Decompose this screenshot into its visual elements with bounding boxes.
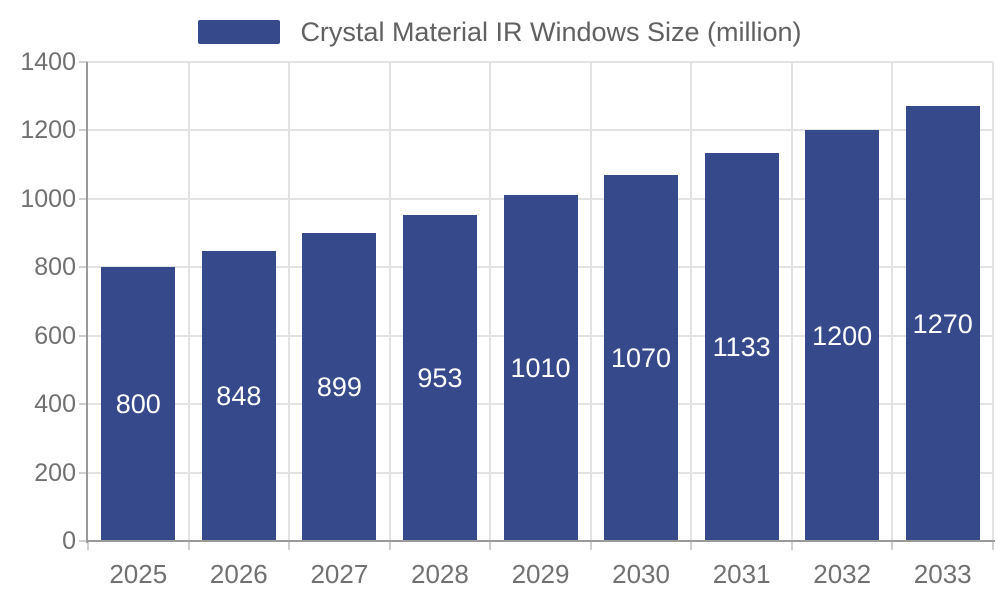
legend-swatch-icon (198, 20, 281, 44)
bar-value-label: 800 (115, 389, 161, 420)
y-axis-tick (79, 129, 88, 132)
legend: Crystal Material IR Windows Size (millio… (0, 14, 1000, 50)
bar-2030[interactable] (604, 174, 679, 541)
x-axis-tick (388, 541, 391, 550)
y-axis-tick (79, 471, 88, 474)
bar-2026[interactable] (201, 250, 276, 541)
x-axis-label: 2032 (813, 559, 872, 589)
x-axis-label: 2030 (612, 559, 670, 589)
v-gridline (690, 62, 693, 541)
bar-2032[interactable] (805, 130, 880, 541)
y-axis-label: 0 (62, 527, 76, 555)
y-axis-label: 400 (34, 390, 76, 419)
x-axis-tick (87, 541, 89, 550)
bar-value-label: 899 (316, 372, 362, 403)
x-axis-label: 2033 (913, 559, 972, 589)
y-axis-label: 1200 (20, 116, 76, 145)
h-gridline (88, 61, 993, 63)
y-axis-label: 200 (34, 458, 76, 487)
x-axis-label: 2025 (109, 559, 168, 589)
x-axis-label: 2027 (310, 559, 369, 589)
bar-2027[interactable] (302, 233, 377, 541)
y-axis-tick (79, 403, 88, 406)
bar-2033[interactable] (905, 106, 980, 541)
x-axis-tick (589, 541, 592, 550)
bar-value-label: 953 (417, 362, 463, 393)
v-gridline (187, 62, 190, 541)
x-axis-tick (489, 541, 492, 550)
x-axis-tick (992, 541, 994, 550)
bar-value-label: 848 (216, 380, 262, 411)
v-gridline (790, 62, 793, 541)
x-axis-line (86, 540, 995, 542)
h-gridline (88, 129, 993, 132)
x-axis-label: 2028 (411, 559, 469, 589)
legend-item[interactable]: Crystal Material IR Windows Size (millio… (198, 16, 802, 48)
bar-2025[interactable] (101, 267, 176, 541)
y-axis-label: 800 (34, 253, 76, 282)
y-axis-tick (79, 540, 88, 542)
v-gridline (388, 62, 391, 541)
bar-2028[interactable] (402, 214, 477, 541)
bar-value-label: 1010 (510, 353, 571, 384)
y-axis-tick (79, 334, 88, 337)
y-axis-tick (79, 61, 88, 63)
x-axis-tick (891, 541, 894, 550)
y-axis-label: 600 (34, 321, 76, 350)
bar-value-label: 1133 (712, 332, 771, 363)
bar-2029[interactable] (503, 195, 578, 541)
legend-label: Crystal Material IR Windows Size (millio… (300, 16, 802, 47)
bar-value-label: 1070 (611, 342, 672, 373)
y-axis-label: 1400 (20, 48, 76, 76)
v-gridline (992, 62, 994, 541)
bar-2031[interactable] (704, 153, 779, 541)
v-gridline (288, 62, 291, 541)
y-axis-label: 1000 (20, 184, 76, 213)
y-axis-tick (79, 197, 88, 200)
bar-value-label: 1270 (912, 308, 973, 339)
v-gridline (589, 62, 592, 541)
x-axis-tick (790, 541, 793, 550)
x-axis-label: 2031 (712, 559, 771, 589)
x-axis-label: 2026 (209, 559, 268, 589)
y-axis-line (86, 62, 88, 543)
x-axis-label: 2029 (511, 559, 570, 589)
x-axis-tick (187, 541, 190, 550)
x-axis-tick (288, 541, 291, 550)
y-axis-tick (79, 266, 88, 269)
x-axis-tick (690, 541, 693, 550)
v-gridline (489, 62, 492, 541)
bar-value-label: 1200 (812, 320, 873, 351)
v-gridline (891, 62, 894, 541)
